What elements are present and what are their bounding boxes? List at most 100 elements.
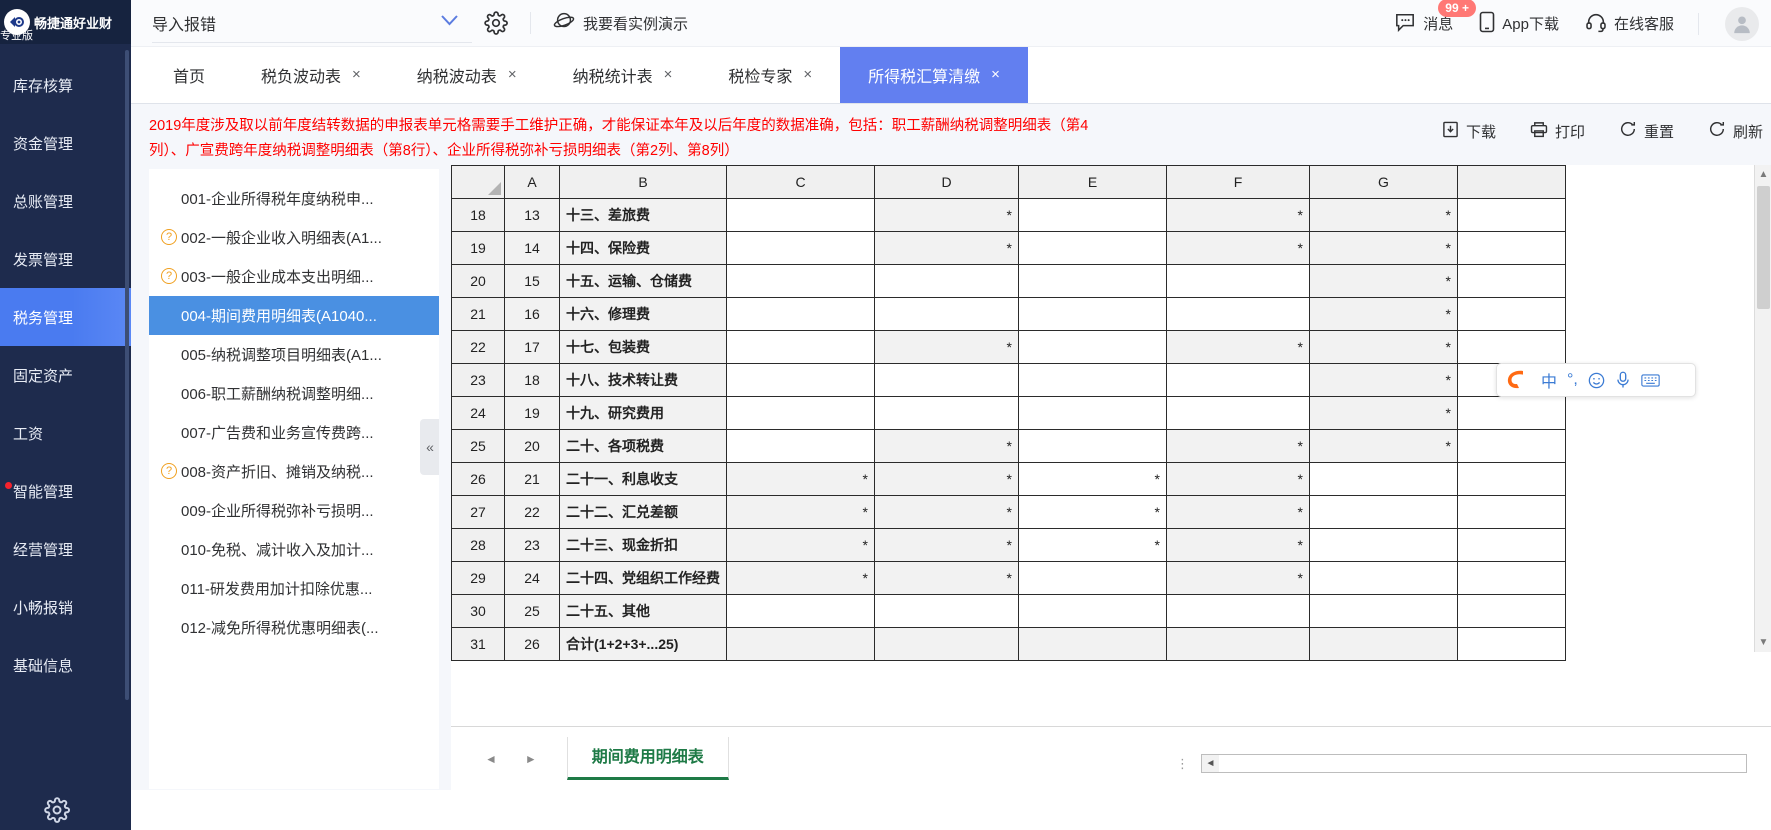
col-header-G[interactable]: G: [1309, 165, 1458, 199]
sheet-more-icon[interactable]: ⋮: [1176, 755, 1189, 771]
cell-C[interactable]: [726, 594, 875, 628]
row-header[interactable]: 30: [451, 594, 505, 628]
table-row[interactable]: 25 20 二十、各项税费 * * *: [451, 429, 1566, 463]
col-header-C[interactable]: C: [726, 165, 875, 199]
sidebar-settings-gear-icon[interactable]: [44, 797, 70, 828]
online-support-button[interactable]: 在线客服: [1585, 11, 1674, 37]
cell-H[interactable]: [1457, 231, 1566, 265]
cell-D[interactable]: *: [874, 528, 1019, 562]
cell-B[interactable]: 十六、修理费: [559, 297, 727, 331]
scroll-up-arrow-icon[interactable]: ▲: [1758, 169, 1769, 180]
cell-A[interactable]: 22: [504, 495, 560, 529]
cell-C[interactable]: *: [726, 495, 875, 529]
list-item[interactable]: 001-企业所得税年度纳税申...: [149, 179, 439, 218]
cell-A[interactable]: 17: [504, 330, 560, 364]
cell-B[interactable]: 十九、研究费用: [559, 396, 727, 430]
row-header[interactable]: 18: [451, 198, 505, 232]
row-header[interactable]: 24: [451, 396, 505, 430]
cell-D[interactable]: [874, 297, 1019, 331]
cell-F[interactable]: *: [1166, 198, 1310, 232]
cell-A[interactable]: 23: [504, 528, 560, 562]
print-button[interactable]: 打印: [1530, 121, 1585, 142]
cell-F[interactable]: *: [1166, 429, 1310, 463]
cell-A[interactable]: 20: [504, 429, 560, 463]
row-header[interactable]: 28: [451, 528, 505, 562]
download-button[interactable]: 下载: [1442, 121, 1496, 142]
keyboard-icon[interactable]: [1641, 373, 1660, 388]
cell-F[interactable]: [1166, 297, 1310, 331]
list-item[interactable]: 010-免税、减计收入及加计...: [149, 530, 439, 569]
warning-question-icon[interactable]: ?: [161, 229, 177, 245]
hscroll-left-arrow-icon[interactable]: ◄: [1202, 755, 1219, 772]
cell-D[interactable]: *: [874, 561, 1019, 595]
ime-punctuation-label[interactable]: °,: [1567, 371, 1578, 388]
table-row[interactable]: 29 24 二十四、党组织工作经费 * * *: [451, 561, 1566, 595]
table-row[interactable]: 18 13 十三、差旅费 * * *: [451, 198, 1566, 232]
list-item-active[interactable]: 004-期间费用明细表(A1040...: [149, 296, 439, 335]
cell-G[interactable]: *: [1309, 396, 1458, 430]
cell-F[interactable]: *: [1166, 330, 1310, 364]
cell-G[interactable]: [1309, 561, 1458, 595]
sidebar-item-2[interactable]: 总账管理: [0, 172, 131, 230]
cell-F[interactable]: [1166, 264, 1310, 298]
tab-4[interactable]: 税检专家 ×: [700, 46, 840, 103]
table-row[interactable]: 21 16 十六、修理费 *: [451, 297, 1566, 331]
cell-D[interactable]: *: [874, 330, 1019, 364]
row-header[interactable]: 19: [451, 231, 505, 265]
cell-F[interactable]: [1166, 627, 1310, 661]
cell-C[interactable]: *: [726, 528, 875, 562]
cell-C[interactable]: [726, 264, 875, 298]
cell-C[interactable]: [726, 198, 875, 232]
cell-E[interactable]: *: [1018, 495, 1167, 529]
cell-A[interactable]: 18: [504, 363, 560, 397]
tab-5[interactable]: 所得税汇算清缴 ×: [840, 46, 1028, 103]
cell-E[interactable]: [1018, 330, 1167, 364]
list-item[interactable]: 009-企业所得税弥补亏损明...: [149, 491, 439, 530]
cell-D[interactable]: *: [874, 231, 1019, 265]
tab-close-icon[interactable]: ×: [352, 66, 361, 83]
col-header-F[interactable]: F: [1166, 165, 1310, 199]
cell-H[interactable]: [1457, 462, 1566, 496]
col-header-D[interactable]: D: [874, 165, 1019, 199]
select-all-corner[interactable]: [451, 165, 505, 199]
cell-A[interactable]: 15: [504, 264, 560, 298]
tab-close-icon[interactable]: ×: [991, 66, 1000, 83]
cell-G[interactable]: [1309, 528, 1458, 562]
vertical-scroll-thumb[interactable]: [1757, 186, 1770, 309]
cell-C[interactable]: *: [726, 561, 875, 595]
col-header-E[interactable]: E: [1018, 165, 1167, 199]
cell-E[interactable]: [1018, 363, 1167, 397]
settings-gear-icon[interactable]: [484, 11, 508, 35]
tab-0[interactable]: 首页: [145, 46, 233, 103]
cell-G[interactable]: [1309, 627, 1458, 661]
sheet-horizontal-scrollbar[interactable]: ◄: [1201, 754, 1747, 773]
cell-F[interactable]: *: [1166, 462, 1310, 496]
col-header-B[interactable]: B: [559, 165, 727, 199]
search-input[interactable]: [152, 14, 432, 32]
cell-D[interactable]: [874, 363, 1019, 397]
cell-B[interactable]: 十七、包装费: [559, 330, 727, 364]
cell-B[interactable]: 十八、技术转让费: [559, 363, 727, 397]
row-header[interactable]: 21: [451, 297, 505, 331]
sheet-prev-icon[interactable]: ◄: [485, 751, 497, 766]
sogou-logo-icon[interactable]: [1501, 366, 1531, 394]
cell-F[interactable]: *: [1166, 231, 1310, 265]
ime-mode-label[interactable]: 中: [1541, 374, 1558, 391]
refresh-button[interactable]: 刷新: [1708, 120, 1763, 142]
sidebar-item-0[interactable]: 库存核算: [0, 56, 131, 114]
sheet-tab-active[interactable]: 期间费用明细表: [566, 737, 729, 780]
tab-2[interactable]: 纳税波动表 ×: [389, 46, 545, 103]
list-item[interactable]: 012-减免所得税优惠明细表(...: [149, 608, 439, 647]
cell-D[interactable]: [874, 627, 1019, 661]
row-header[interactable]: 22: [451, 330, 505, 364]
sidebar-item-7[interactable]: 智能管理: [0, 462, 131, 520]
cell-C[interactable]: [726, 297, 875, 331]
cell-C[interactable]: [726, 627, 875, 661]
sidebar-item-1[interactable]: 资金管理: [0, 114, 131, 172]
row-header[interactable]: 31: [451, 627, 505, 661]
sheet-next-icon[interactable]: ►: [524, 751, 537, 766]
cell-A[interactable]: 13: [504, 198, 560, 232]
row-header[interactable]: 29: [451, 561, 505, 595]
row-header[interactable]: 23: [451, 363, 505, 397]
col-header-H-partial[interactable]: [1457, 165, 1566, 199]
